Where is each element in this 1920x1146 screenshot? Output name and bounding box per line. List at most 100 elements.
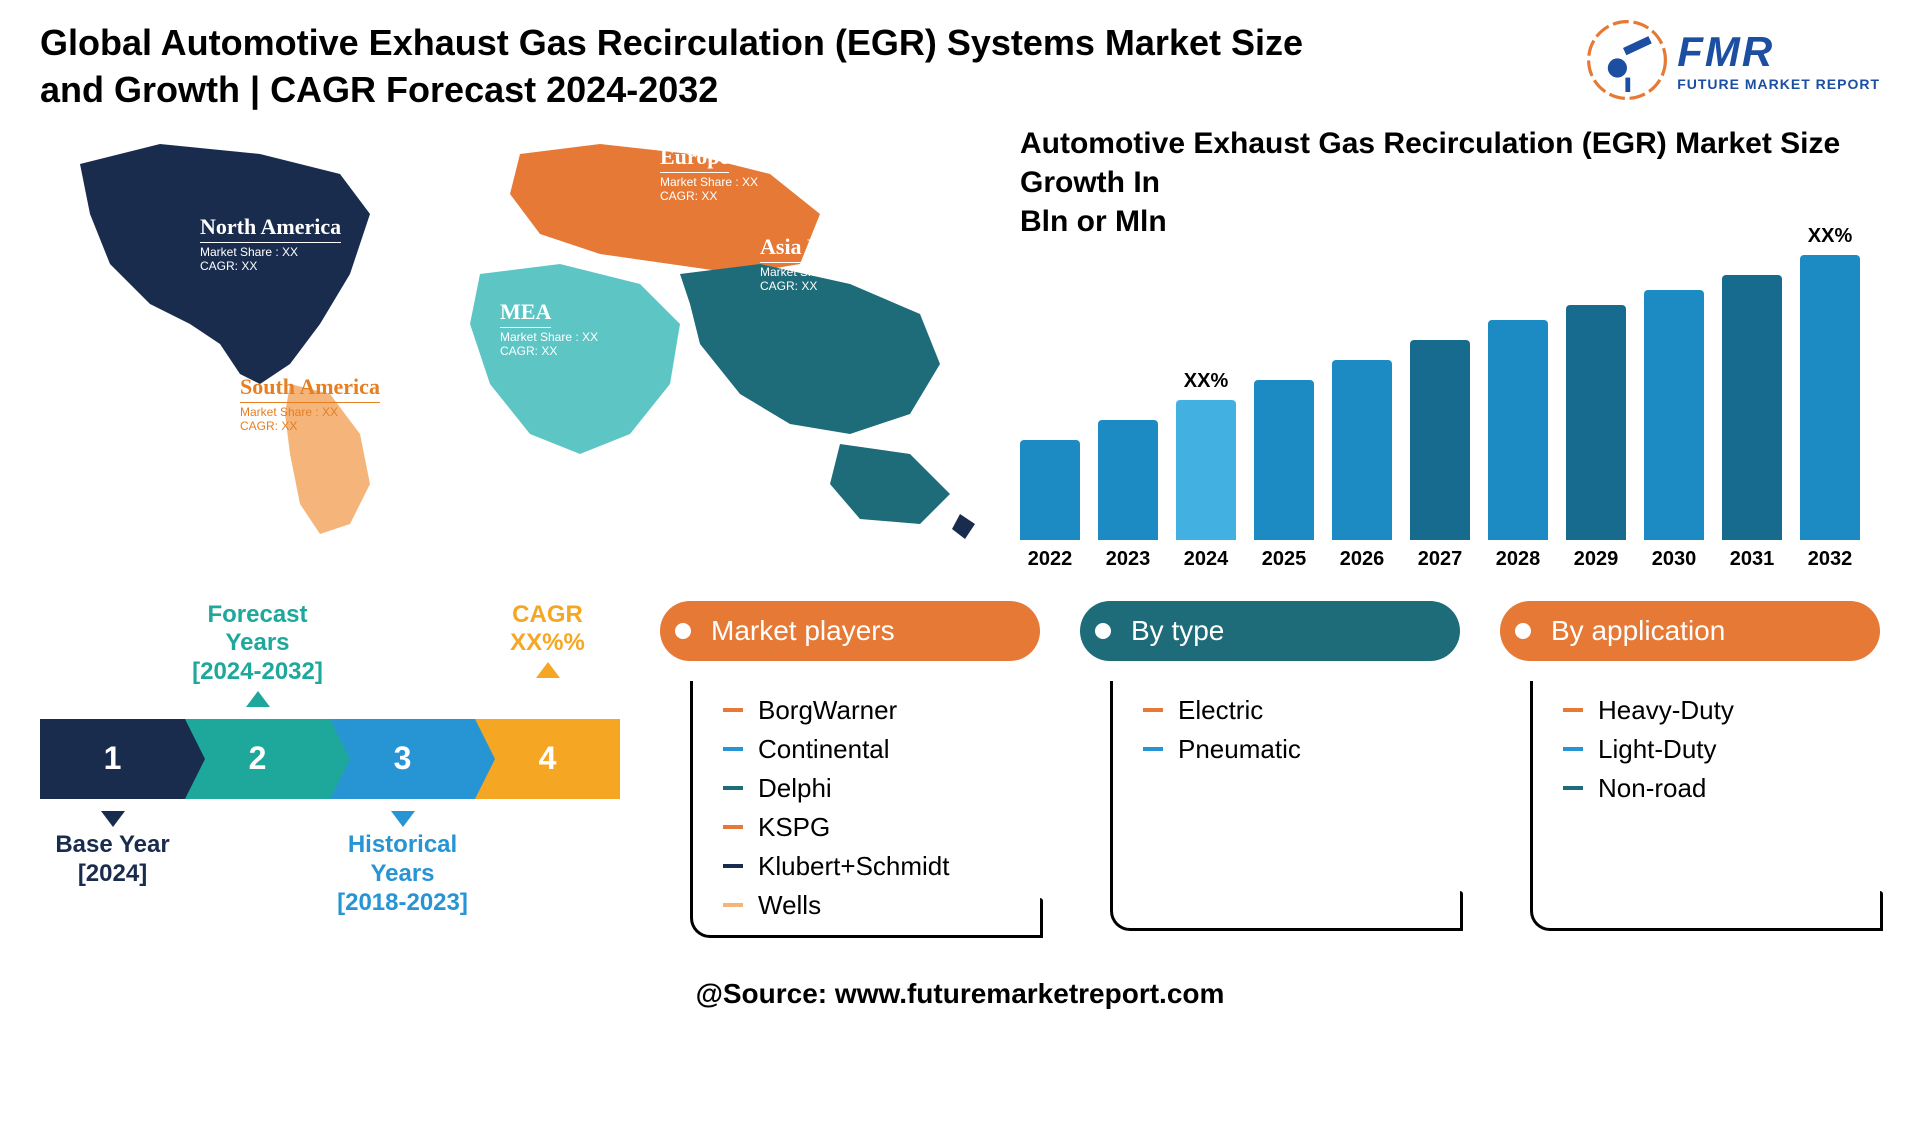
top-section: North AmericaMarket Share : XXCAGR: XX So… — [0, 124, 1920, 571]
bar-label: 2031 — [1730, 548, 1775, 571]
region-label-sa: South AmericaMarket Share : XXCAGR: XX — [240, 374, 380, 433]
timeline-segment: 2 — [185, 719, 330, 799]
bar-label: 2025 — [1262, 548, 1307, 571]
list-item-text: Continental — [758, 734, 890, 765]
category-list: BorgWarner Continental Delphi KSPG Klubert+S… — [690, 681, 1040, 938]
bar — [1488, 320, 1548, 540]
bar-label: 2030 — [1652, 548, 1697, 571]
bar — [1644, 290, 1704, 540]
dot-icon — [675, 623, 691, 639]
timeline-bottom-labels: Base Year[2024] Historical Years[2018-202… — [40, 807, 620, 917]
dash-icon — [1143, 708, 1163, 712]
bar-chart: Automotive Exhaust Gas Recirculation (EG… — [1000, 124, 1880, 571]
dash-icon — [723, 708, 743, 712]
list-item: Heavy-Duty — [1563, 691, 1880, 730]
world-map: North AmericaMarket Share : XXCAGR: XX So… — [40, 124, 1000, 544]
bar-label: 2023 — [1106, 548, 1151, 571]
bar-col: 2030 — [1644, 290, 1704, 571]
list-item: BorgWarner — [723, 691, 1040, 730]
dash-icon — [1563, 786, 1583, 790]
bar — [1566, 305, 1626, 540]
bar-annotation: XX% — [1808, 225, 1852, 248]
bar-label: 2032 — [1808, 548, 1853, 571]
chart-title: Automotive Exhaust Gas Recirculation (EG… — [1020, 124, 1880, 241]
bars-container: 20222023XX%20242025202620272028202920302… — [1020, 251, 1880, 571]
page-title: Global Automotive Exhaust Gas Recirculat… — [40, 20, 1587, 114]
bar-col: 2028 — [1488, 320, 1548, 571]
timeline-segment: 1 — [40, 719, 185, 799]
bar-col: 2023 — [1098, 420, 1158, 571]
list-item: Delphi — [723, 769, 1040, 808]
timeline-bar: 1234 — [40, 719, 620, 799]
bar-label: 2029 — [1574, 548, 1619, 571]
category-block: By type Electric Pneumatic — [1080, 601, 1460, 938]
list-item-text: Electric — [1178, 695, 1263, 726]
dash-icon — [1563, 747, 1583, 751]
list-item: Wells — [723, 886, 1040, 925]
region-label-ap: Asia PacificMarket Share : XXCAGR: XX — [760, 234, 871, 293]
bar — [1098, 420, 1158, 540]
category-header: By type — [1080, 601, 1460, 661]
timeline-label: Forecast Years[2024-2032] — [185, 601, 330, 687]
bar — [1800, 255, 1860, 540]
dot-icon — [1515, 623, 1531, 639]
dash-icon — [723, 864, 743, 868]
category-list: Heavy-Duty Light-Duty Non-road — [1530, 681, 1880, 931]
bar-col: 2022 — [1020, 440, 1080, 571]
region-label-na: North AmericaMarket Share : XXCAGR: XX — [200, 214, 341, 273]
list-item: Electric — [1143, 691, 1460, 730]
bar — [1176, 400, 1236, 540]
bar-col: 2025 — [1254, 380, 1314, 571]
dash-icon — [1563, 708, 1583, 712]
list-item: Non-road — [1563, 769, 1880, 808]
bar — [1254, 380, 1314, 540]
timeline-label: CAGRXX%% — [475, 601, 620, 659]
categories: Market players BorgWarner Continental Delph… — [660, 601, 1880, 938]
list-item-text: Delphi — [758, 773, 832, 804]
bottom-section: Forecast Years[2024-2032] CAGRXX%% 1234 B… — [0, 571, 1920, 938]
list-item-text: Light-Duty — [1598, 734, 1717, 765]
list-item: Pneumatic — [1143, 730, 1460, 769]
bar-label: 2024 — [1184, 548, 1229, 571]
dash-icon — [723, 825, 743, 829]
bar — [1020, 440, 1080, 540]
region-label-eu: EuropeMarket Share : XXCAGR: XX — [660, 144, 758, 203]
telescope-icon — [1587, 20, 1667, 100]
timeline-label: Historical Years[2018-2023] — [330, 831, 475, 917]
bar-label: 2022 — [1028, 548, 1073, 571]
dot-icon — [1095, 623, 1111, 639]
bar — [1410, 340, 1470, 540]
dash-icon — [723, 786, 743, 790]
bar — [1722, 275, 1782, 540]
bar-label: 2027 — [1418, 548, 1463, 571]
list-item: Light-Duty — [1563, 730, 1880, 769]
timeline-label: Base Year[2024] — [40, 831, 185, 889]
list-item: Continental — [723, 730, 1040, 769]
logo: FMR FUTURE MARKET REPORT — [1587, 20, 1880, 100]
region-label-mea: MEAMarket Share : XXCAGR: XX — [500, 299, 598, 358]
category-block: Market players BorgWarner Continental Delph… — [660, 601, 1040, 938]
category-block: By application Heavy-Duty Light-Duty Non-ro… — [1500, 601, 1880, 938]
category-title: By application — [1551, 615, 1725, 647]
bar-col: 2031 — [1722, 275, 1782, 571]
bar-annotation: XX% — [1184, 370, 1228, 393]
category-list: Electric Pneumatic — [1110, 681, 1460, 931]
list-item-text: Klubert+Schmidt — [758, 851, 949, 882]
timeline-segment: 3 — [330, 719, 475, 799]
category-title: Market players — [711, 615, 895, 647]
list-item: KSPG — [723, 808, 1040, 847]
timeline-top-labels: Forecast Years[2024-2032] CAGRXX%% — [40, 601, 620, 711]
bar-col: 2029 — [1566, 305, 1626, 571]
source-attribution: @Source: www.futuremarketreport.com — [0, 978, 1920, 1010]
list-item-text: BorgWarner — [758, 695, 897, 726]
list-item-text: Non-road — [1598, 773, 1706, 804]
header: Global Automotive Exhaust Gas Recirculat… — [0, 0, 1920, 124]
list-item-text: Wells — [758, 890, 821, 921]
logo-subtitle: FUTURE MARKET REPORT — [1677, 76, 1880, 92]
list-item-text: KSPG — [758, 812, 830, 843]
category-title: By type — [1131, 615, 1224, 647]
logo-text: FMR FUTURE MARKET REPORT — [1677, 28, 1880, 92]
dash-icon — [723, 747, 743, 751]
bar-col: 2027 — [1410, 340, 1470, 571]
bar-label: 2028 — [1496, 548, 1541, 571]
